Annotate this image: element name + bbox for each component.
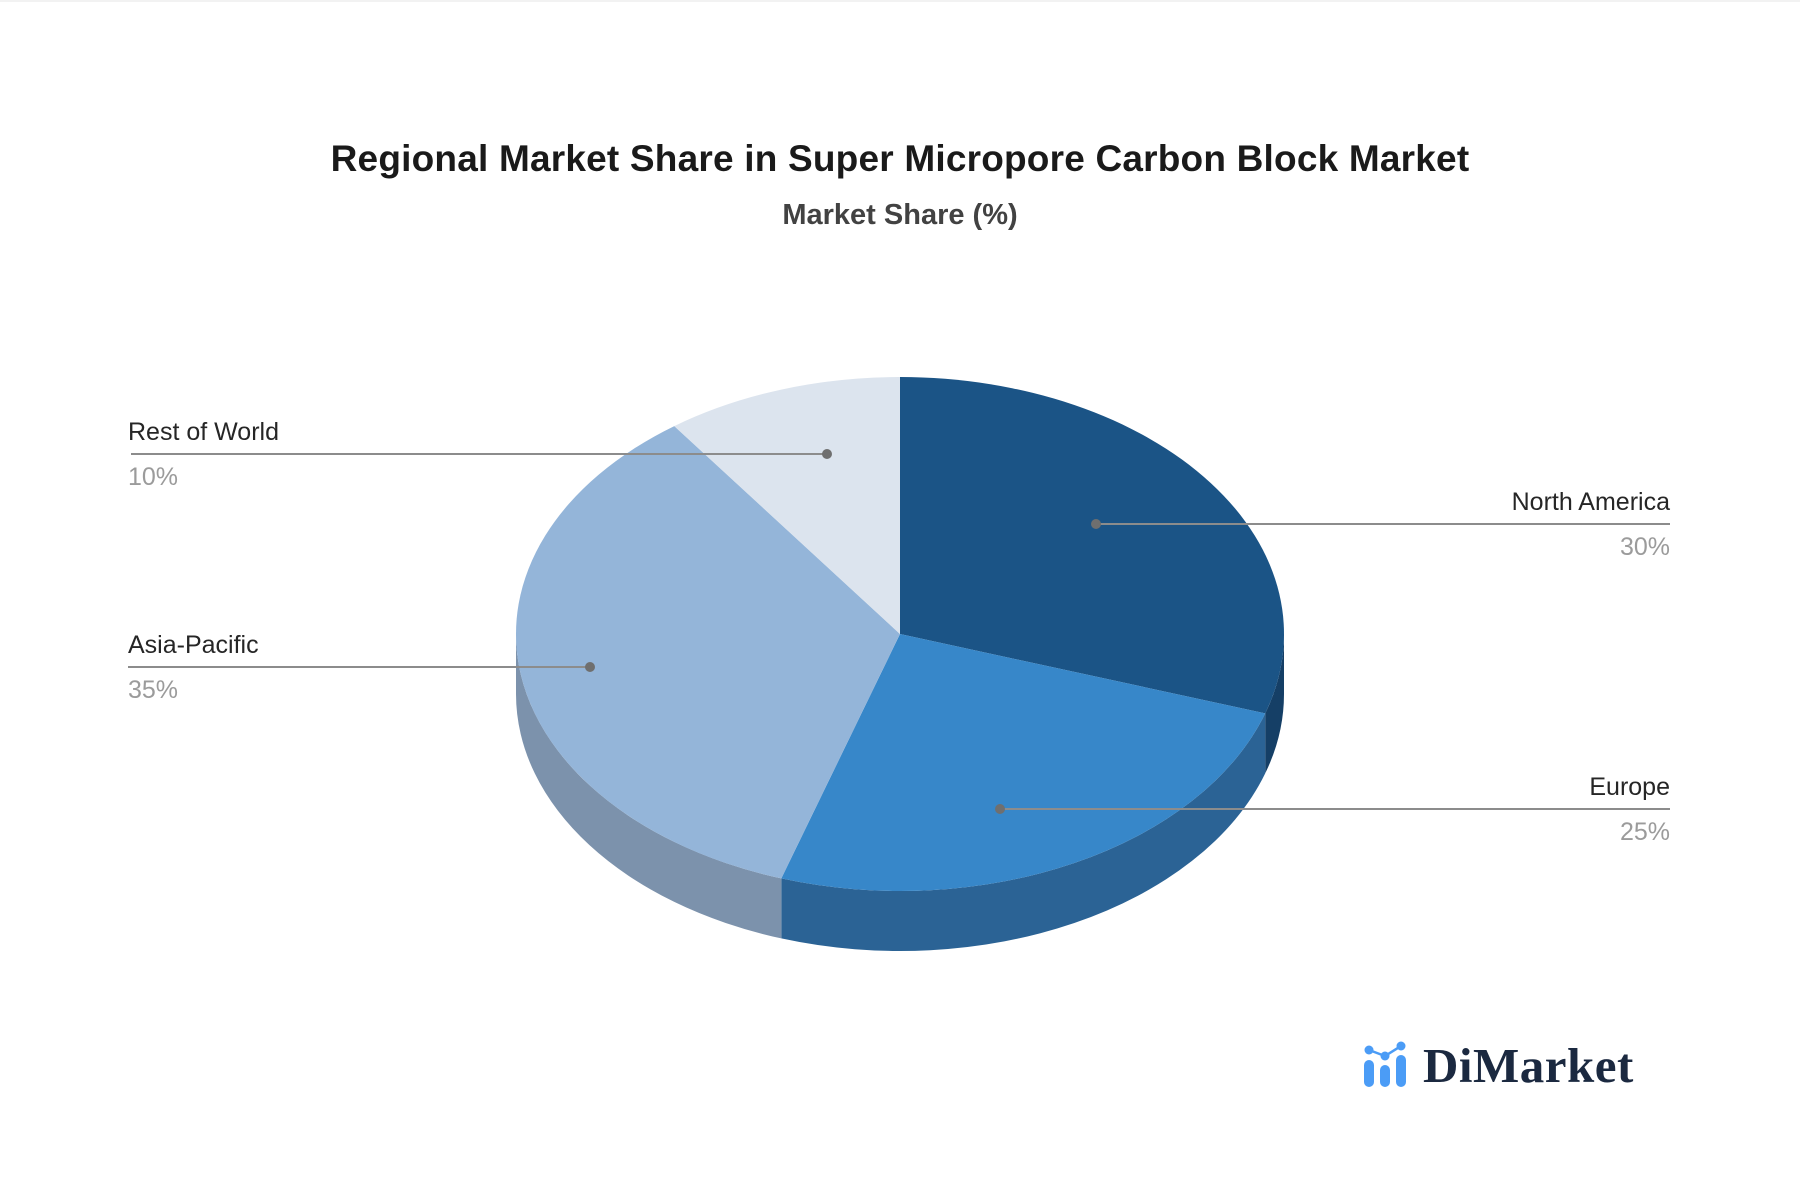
pie-slice-rest-of-world <box>674 377 900 634</box>
leader-dot-north-america <box>1091 519 1101 529</box>
label-rest-of-world: Rest of World <box>128 418 279 446</box>
pie-side-north-america <box>1265 634 1284 774</box>
dimarket-logo-icon <box>1364 1041 1406 1087</box>
logo-dot-3 <box>1396 1041 1406 1051</box>
logo-dot-2 <box>1380 1051 1390 1061</box>
pie-slice-europe <box>781 634 1266 891</box>
pct-north-america: 30% <box>1619 533 1670 561</box>
pct-rest-of-world: 10% <box>128 463 179 491</box>
logo-bar-3 <box>1396 1055 1406 1087</box>
label-europe: Europe <box>1589 773 1670 801</box>
pct-asia-pacific: 35% <box>128 676 179 704</box>
label-north-america: North America <box>1511 488 1670 516</box>
leader-dot-europe <box>995 804 1005 814</box>
leader-dot-asia-pacific <box>585 662 595 672</box>
chart-subtitle: Market Share (%) <box>782 199 1018 231</box>
chart-title: Regional Market Share in Super Micropore… <box>330 138 1470 179</box>
logo-bar-2 <box>1380 1065 1390 1087</box>
label-asia-pacific: Asia-Pacific <box>128 631 259 659</box>
logo-bar-1 <box>1364 1060 1374 1087</box>
logo-dot-1 <box>1364 1045 1374 1055</box>
leader-dot-rest-of-world <box>822 449 832 459</box>
pie-side-europe <box>781 713 1266 951</box>
pie-slice-north-america <box>900 377 1284 714</box>
dimarket-logo-text: DiMarket <box>1423 1038 1634 1093</box>
pct-europe: 25% <box>1619 818 1670 846</box>
pie-side-asia-pacific <box>516 634 782 939</box>
pie-slice-asia-pacific <box>516 426 900 879</box>
dimarket-logo: DiMarket <box>1364 1040 1634 1092</box>
